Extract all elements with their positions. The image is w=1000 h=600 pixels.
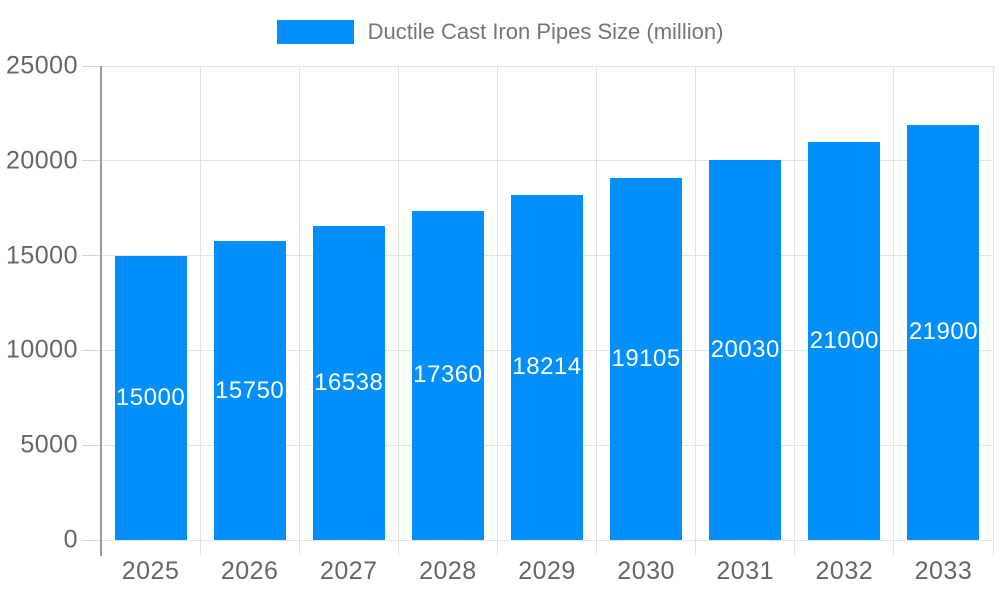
x-axis-label: 2031 (716, 557, 775, 585)
bar[interactable]: 21000 (808, 141, 881, 540)
bar-value-label: 17360 (413, 361, 483, 389)
bar[interactable]: 16538 (312, 226, 385, 540)
legend-label: Ductile Cast Iron Pipes Size (million) (367, 19, 724, 44)
bar-value-label: 15000 (115, 383, 186, 411)
v-gridline (695, 66, 697, 555)
y-tick (82, 160, 101, 162)
bar[interactable]: 18214 (511, 194, 583, 540)
y-axis-line (100, 66, 102, 556)
x-axis-label: 2030 (617, 557, 675, 585)
bar[interactable]: 19105 (610, 177, 683, 540)
bar-value-label: 18214 (512, 353, 582, 381)
v-gridline (992, 66, 994, 555)
h-gridline (101, 65, 993, 67)
bar[interactable]: 17360 (411, 210, 484, 540)
bar[interactable]: 21900 (907, 124, 980, 540)
plot-area: 0 5000 10000 15000 20000 25000 15000 2025 15750 2… (6, 52, 994, 585)
y-axis-label: 5000 (20, 430, 78, 459)
legend-item[interactable]: Ductile Cast Iron Pipes Size (million) (0, 19, 1000, 45)
x-axis-label: 2025 (121, 557, 180, 585)
x-axis-label: 2028 (419, 557, 477, 585)
y-tick (82, 539, 101, 541)
v-gridline (596, 66, 598, 555)
y-axis-label: 0 (63, 525, 78, 554)
bar-value-label: 15750 (215, 376, 285, 404)
bar-value-label: 20030 (710, 336, 780, 364)
bar[interactable]: 20030 (709, 160, 782, 540)
x-axis-label: 2033 (914, 557, 973, 585)
h-gridline (101, 539, 993, 541)
x-axis-label: 2032 (815, 557, 874, 585)
x-axis-label: 2027 (319, 557, 378, 585)
x-axis-label: 2029 (518, 557, 576, 585)
v-gridline (397, 66, 399, 555)
v-gridline (794, 66, 796, 555)
y-tick (82, 65, 101, 67)
y-axis-label: 25000 (5, 51, 78, 80)
v-gridline (496, 66, 498, 555)
bar-value-label: 21000 (809, 326, 879, 354)
bar-value-label: 21900 (908, 318, 979, 346)
bar-value-label: 16538 (314, 369, 384, 397)
y-axis-label: 15000 (5, 241, 78, 270)
x-axis-label: 2026 (220, 557, 279, 585)
y-axis-label: 20000 (5, 146, 78, 175)
y-tick (82, 349, 101, 351)
v-gridline (298, 66, 300, 555)
v-gridline (893, 66, 895, 555)
bar-value-label: 19105 (611, 344, 681, 372)
y-tick (82, 444, 101, 446)
h-gridline (101, 160, 993, 162)
y-axis-label: 10000 (5, 335, 78, 364)
y-tick (82, 255, 101, 257)
legend-swatch-icon (276, 20, 354, 44)
bar[interactable]: 15000 (114, 255, 187, 540)
bar[interactable]: 15750 (213, 241, 286, 540)
v-gridline (199, 66, 201, 555)
